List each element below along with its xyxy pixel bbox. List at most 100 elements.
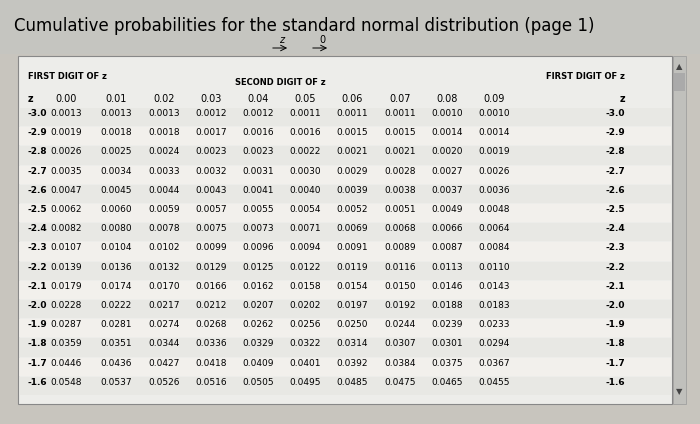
Text: 0.0087: 0.0087 (431, 243, 463, 252)
Text: 0.04: 0.04 (247, 94, 269, 104)
Text: 0.0015: 0.0015 (336, 128, 368, 137)
Text: z: z (279, 35, 285, 45)
Bar (19, 300, 671, 318)
Bar (0, 0, 700, 54)
Text: -2.7: -2.7 (28, 167, 48, 176)
Text: 0.0436: 0.0436 (100, 359, 132, 368)
Text: 0.0099: 0.0099 (195, 243, 227, 252)
Text: -2.4: -2.4 (28, 224, 48, 233)
Text: 0.0268: 0.0268 (195, 320, 227, 329)
Text: 0.0158: 0.0158 (289, 282, 321, 291)
Text: 0.0351: 0.0351 (100, 339, 132, 349)
Text: 0.0239: 0.0239 (431, 320, 463, 329)
Text: 0.0122: 0.0122 (289, 262, 321, 272)
Text: 0.0116: 0.0116 (384, 262, 416, 272)
Text: 0.0026: 0.0026 (478, 167, 510, 176)
Text: 0.0183: 0.0183 (478, 301, 510, 310)
Text: -1.9: -1.9 (606, 320, 625, 329)
Text: 0.0336: 0.0336 (195, 339, 227, 349)
Text: -2.8: -2.8 (606, 148, 625, 156)
Bar (19, 223, 671, 241)
Text: 0.0287: 0.0287 (50, 320, 82, 329)
Text: 0.0136: 0.0136 (100, 262, 132, 272)
Text: 0.0052: 0.0052 (336, 205, 368, 214)
Text: -2.1: -2.1 (606, 282, 625, 291)
Bar (19, 319, 671, 338)
Text: 0.0132: 0.0132 (148, 262, 180, 272)
Text: 0.0129: 0.0129 (195, 262, 227, 272)
Text: 0.0516: 0.0516 (195, 378, 227, 387)
Text: 0.08: 0.08 (436, 94, 458, 104)
Text: 0.0197: 0.0197 (336, 301, 368, 310)
Text: 0.0014: 0.0014 (478, 128, 510, 137)
Text: 0.0040: 0.0040 (289, 186, 321, 195)
Text: -3.0: -3.0 (28, 109, 48, 118)
Text: 0.0082: 0.0082 (50, 224, 82, 233)
Text: 0.0192: 0.0192 (384, 301, 416, 310)
Text: 0.0041: 0.0041 (242, 186, 274, 195)
Text: 0.0107: 0.0107 (50, 243, 82, 252)
Text: 0.0307: 0.0307 (384, 339, 416, 349)
Text: 0.0039: 0.0039 (336, 186, 368, 195)
Text: 0.0427: 0.0427 (148, 359, 180, 368)
Text: 0.0012: 0.0012 (242, 109, 274, 118)
Text: 0.0143: 0.0143 (478, 282, 510, 291)
Text: 0.0096: 0.0096 (242, 243, 274, 252)
Bar (19, 262, 671, 280)
Text: 0.05: 0.05 (294, 94, 316, 104)
Text: -2.3: -2.3 (28, 243, 48, 252)
Text: 0.0034: 0.0034 (100, 167, 132, 176)
Text: -2.0: -2.0 (28, 301, 48, 310)
Text: 0.0094: 0.0094 (289, 243, 321, 252)
Text: 0.0102: 0.0102 (148, 243, 180, 252)
Text: 0.0537: 0.0537 (100, 378, 132, 387)
Text: -2.5: -2.5 (28, 205, 48, 214)
Text: 0.06: 0.06 (342, 94, 363, 104)
Text: 0.0188: 0.0188 (431, 301, 463, 310)
Text: 0.0179: 0.0179 (50, 282, 82, 291)
Text: 0.0294: 0.0294 (478, 339, 510, 349)
Bar (19, 357, 671, 376)
Text: 0.0010: 0.0010 (431, 109, 463, 118)
Bar (19, 146, 671, 165)
Text: 0.0019: 0.0019 (478, 148, 510, 156)
Text: 0.0344: 0.0344 (148, 339, 180, 349)
Text: 0.0051: 0.0051 (384, 205, 416, 214)
Text: 0.0017: 0.0017 (195, 128, 227, 137)
Bar (674, 73, 685, 91)
Text: 0.0329: 0.0329 (242, 339, 274, 349)
Text: 0.0013: 0.0013 (100, 109, 132, 118)
Bar (19, 185, 671, 203)
Text: 0.0154: 0.0154 (336, 282, 368, 291)
Text: 0.0455: 0.0455 (478, 378, 510, 387)
Text: 0.0119: 0.0119 (336, 262, 368, 272)
Text: -3.0: -3.0 (606, 109, 625, 118)
Text: 0.0069: 0.0069 (336, 224, 368, 233)
Text: 0.0110: 0.0110 (478, 262, 510, 272)
Text: 0.0548: 0.0548 (50, 378, 82, 387)
Text: -2.4: -2.4 (606, 224, 625, 233)
Text: -2.0: -2.0 (606, 301, 625, 310)
Text: 0.0281: 0.0281 (100, 320, 132, 329)
Text: 0.0055: 0.0055 (242, 205, 274, 214)
Text: 0.0089: 0.0089 (384, 243, 416, 252)
Text: 0.0233: 0.0233 (478, 320, 510, 329)
Text: 0.01: 0.01 (105, 94, 127, 104)
Text: 0.0228: 0.0228 (50, 301, 82, 310)
Text: 0.0322: 0.0322 (289, 339, 321, 349)
Text: 0.0025: 0.0025 (100, 148, 132, 156)
Text: -2.9: -2.9 (606, 128, 625, 137)
Text: -1.6: -1.6 (606, 378, 625, 387)
Text: -1.6: -1.6 (28, 378, 48, 387)
Text: 0.0066: 0.0066 (431, 224, 463, 233)
Bar (19, 108, 671, 126)
Bar (19, 377, 671, 395)
Text: 0.0384: 0.0384 (384, 359, 416, 368)
Text: 0.0015: 0.0015 (384, 128, 416, 137)
Bar (19, 243, 671, 261)
Text: 0.0013: 0.0013 (148, 109, 180, 118)
Text: 0.0174: 0.0174 (100, 282, 132, 291)
Bar (18, 56, 672, 404)
Text: 0.0375: 0.0375 (431, 359, 463, 368)
Text: 0: 0 (319, 35, 325, 45)
